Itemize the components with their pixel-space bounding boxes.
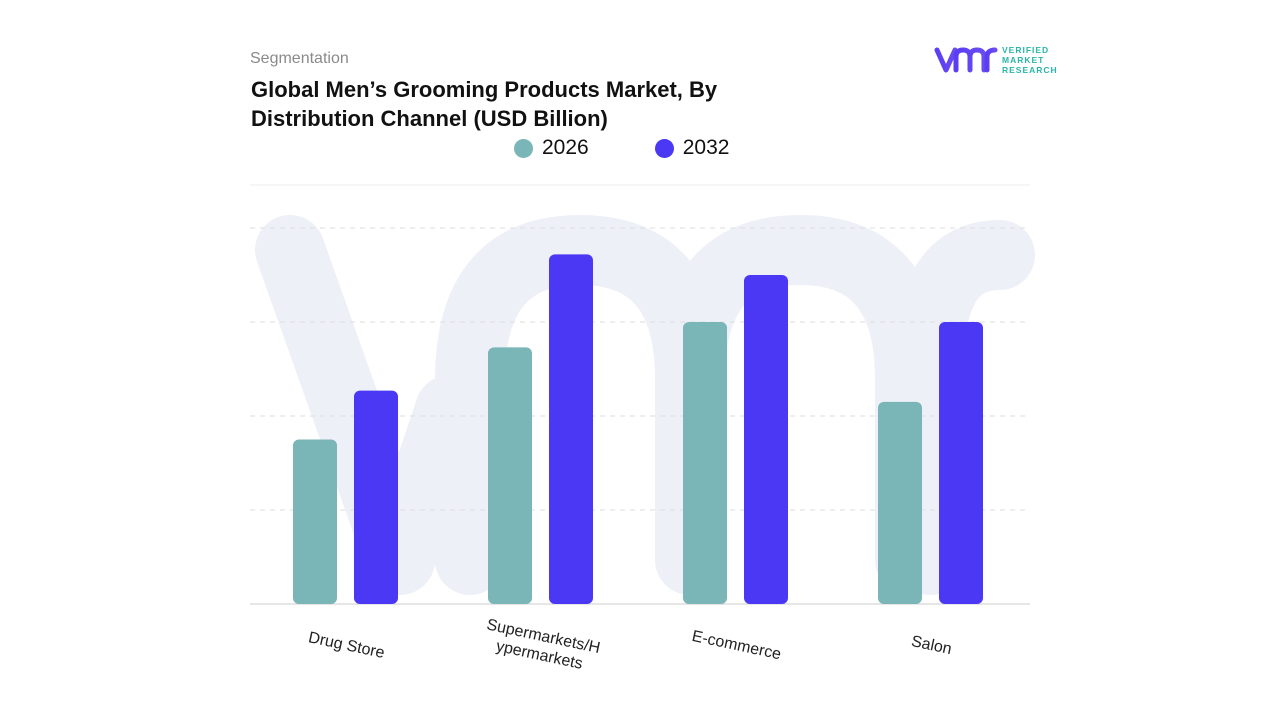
legend-item-2026: 2026 [514,136,589,160]
category-label: Salon [910,633,954,658]
category-label: Drug Store [307,629,386,662]
category-label: Supermarkets/Hypermarkets [481,616,602,675]
bar-2032-2 [744,275,788,604]
legend-swatch-2026 [514,138,533,158]
bar-2026-0 [293,439,337,604]
segment-label: Segmentation [250,50,349,67]
legend-swatch-2032 [654,138,674,158]
category-labels: Drug Store Supermarkets/Hypermarkets E-com… [307,616,954,675]
brand-logo-line: RESEARCH [1002,65,1058,75]
legend-item-2032: 2032 [654,136,730,160]
bar-2026-1 [488,347,532,604]
legend: 2026 2032 [514,136,729,160]
bar-2032-3 [939,322,983,604]
chart-title: Global Men’s Grooming Products Market, B… [251,77,718,131]
category-label: E-commerce [690,628,782,664]
watermark-path [255,215,1035,595]
brand-logo: VERIFIED MARKET RESEARCH [934,44,1064,83]
legend-label-2032: 2032 [682,136,730,159]
bar-2026-3 [878,401,922,604]
bars [293,254,983,604]
category-label-line: Drug Store [307,629,386,662]
bar-2026-2 [683,322,727,604]
brand-logo-line: MARKET [1002,55,1044,65]
bar-2032-1 [549,254,593,604]
category-label-line: Salon [910,633,954,658]
brand-logo-line: VERIFIED [1002,45,1049,55]
watermark-logo [255,215,1035,595]
category-label-line: E-commerce [690,628,782,664]
bar-2032-0 [354,390,398,604]
legend-label-2026: 2026 [542,136,589,159]
